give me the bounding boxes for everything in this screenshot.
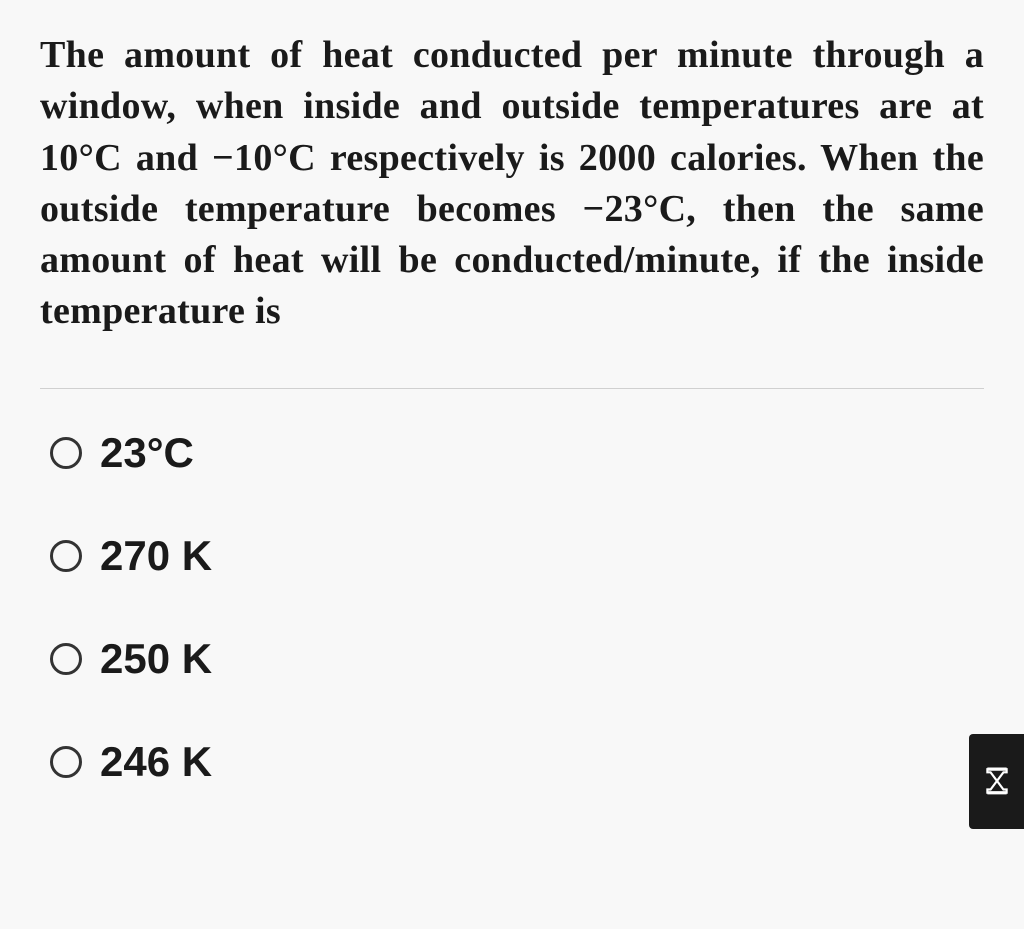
hourglass-icon <box>984 767 1010 797</box>
separator-line <box>40 388 984 389</box>
option-label: 23°C <box>100 429 194 477</box>
option-label: 250 K <box>100 635 212 683</box>
option-row[interactable]: 250 K <box>50 635 984 683</box>
option-row[interactable]: 270 K <box>50 532 984 580</box>
option-row[interactable]: 246 K <box>50 738 984 786</box>
option-label: 270 K <box>100 532 212 580</box>
question-text: The amount of heat conducted per minute … <box>40 30 984 338</box>
side-tab-button[interactable] <box>969 734 1024 829</box>
radio-icon <box>50 643 82 675</box>
radio-icon <box>50 746 82 778</box>
page-container: The amount of heat conducted per minute … <box>0 0 1024 929</box>
option-row[interactable]: 23°C <box>50 429 984 477</box>
radio-icon <box>50 540 82 572</box>
option-label: 246 K <box>100 738 212 786</box>
options-group: 23°C 270 K 250 K 246 K <box>40 429 984 786</box>
radio-icon <box>50 437 82 469</box>
